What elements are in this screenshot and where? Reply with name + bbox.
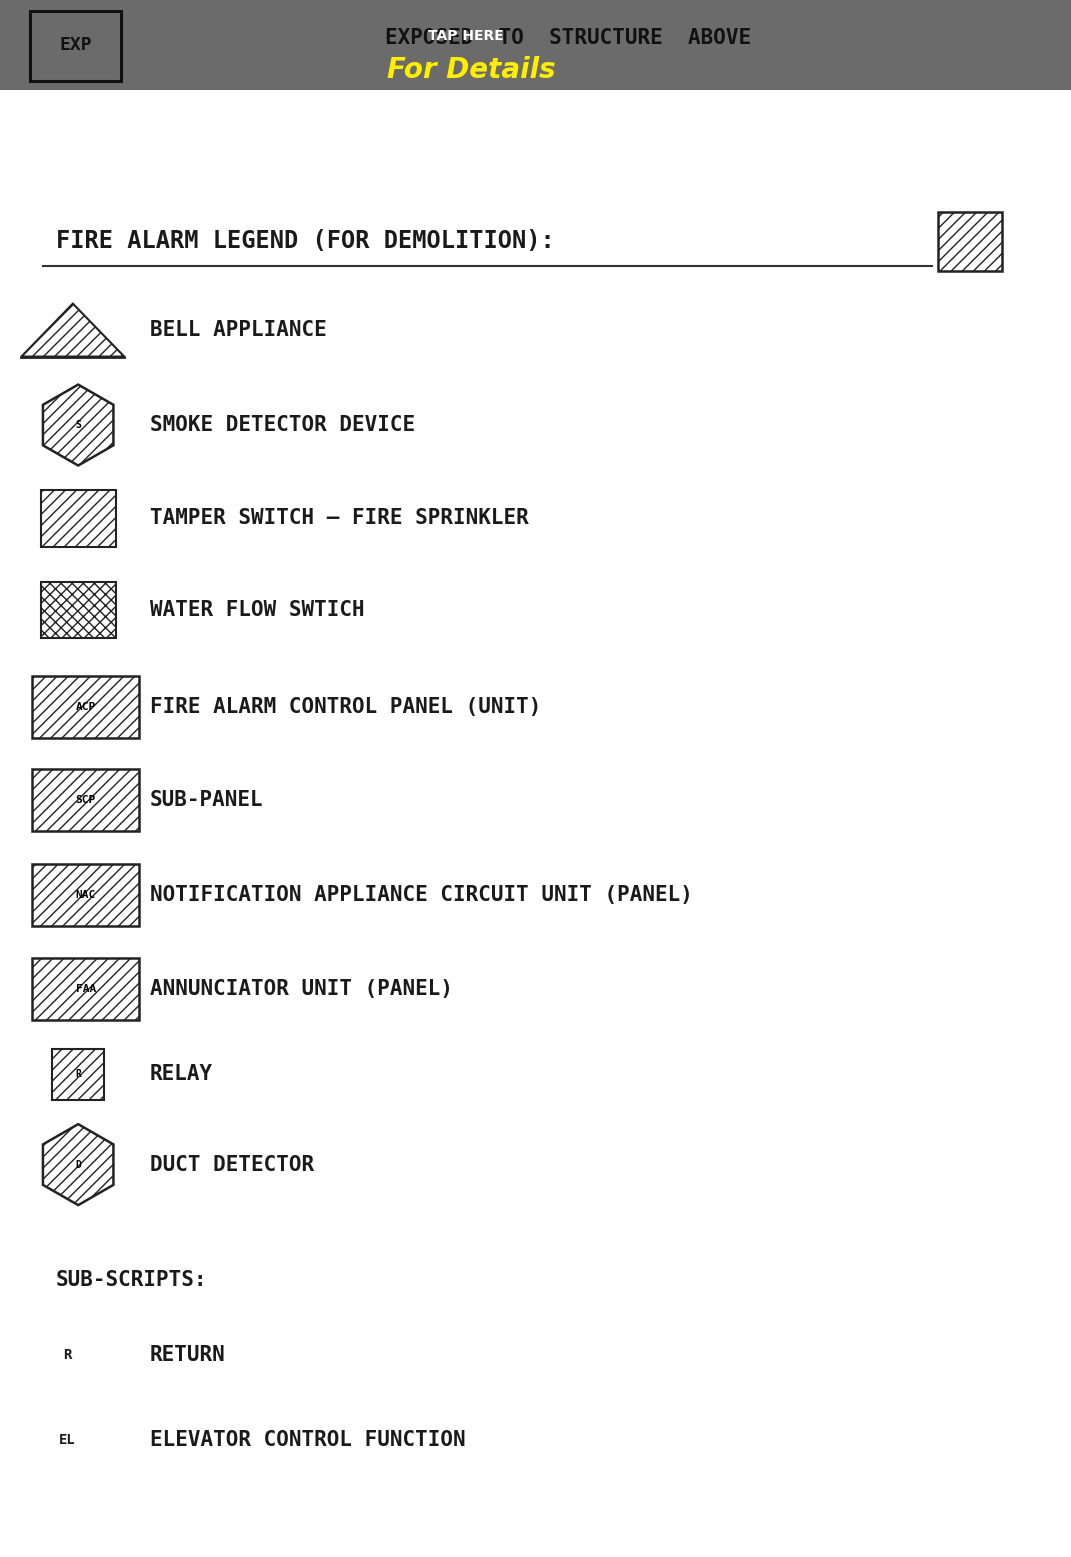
Text: FIRE ALARM LEGEND (FOR DEMOLITION):: FIRE ALARM LEGEND (FOR DEMOLITION): xyxy=(56,229,555,254)
Bar xyxy=(32,676,139,738)
Text: NOTIFICATION APPLIANCE CIRCUIT UNIT (PANEL): NOTIFICATION APPLIANCE CIRCUIT UNIT (PAN… xyxy=(150,886,693,905)
Polygon shape xyxy=(43,385,114,466)
Text: EL: EL xyxy=(59,1434,76,1446)
Text: SUB-SCRIPTS:: SUB-SCRIPTS: xyxy=(56,1271,207,1289)
Text: WATER FLOW SWTICH: WATER FLOW SWTICH xyxy=(150,601,364,620)
Text: TAP HERE: TAP HERE xyxy=(428,30,503,44)
Polygon shape xyxy=(21,304,124,357)
Text: EXP: EXP xyxy=(59,36,92,54)
Bar xyxy=(0,0,1071,90)
Text: SMOKE DETECTOR DEVICE: SMOKE DETECTOR DEVICE xyxy=(150,416,416,434)
Text: FIRE ALARM CONTROL PANEL (UNIT): FIRE ALARM CONTROL PANEL (UNIT) xyxy=(150,698,541,716)
Text: RETURN: RETURN xyxy=(150,1345,226,1364)
Text: NAC: NAC xyxy=(76,891,95,900)
Bar xyxy=(32,864,139,926)
Bar xyxy=(41,490,116,547)
Polygon shape xyxy=(43,1124,114,1205)
Text: DUCT DETECTOR: DUCT DETECTOR xyxy=(150,1155,314,1174)
Text: SUB-PANEL: SUB-PANEL xyxy=(150,791,263,810)
Text: ACP: ACP xyxy=(76,702,95,712)
Text: For Details: For Details xyxy=(387,56,556,84)
Text: ANNUNCIATOR UNIT (PANEL): ANNUNCIATOR UNIT (PANEL) xyxy=(150,979,453,998)
Text: R: R xyxy=(75,1070,81,1079)
Text: RELAY: RELAY xyxy=(150,1065,213,1084)
Bar xyxy=(30,11,121,81)
Text: TAMPER SWITCH – FIRE SPRINKLER: TAMPER SWITCH – FIRE SPRINKLER xyxy=(150,509,529,528)
Text: SCP: SCP xyxy=(76,796,95,805)
Text: S: S xyxy=(75,420,81,430)
Bar xyxy=(52,1049,105,1099)
Bar xyxy=(938,212,1002,271)
Text: ELEVATOR CONTROL FUNCTION: ELEVATOR CONTROL FUNCTION xyxy=(150,1431,466,1450)
Bar xyxy=(32,958,139,1020)
Text: FAA: FAA xyxy=(76,984,95,993)
Text: D: D xyxy=(75,1160,81,1169)
Text: R: R xyxy=(63,1348,72,1361)
Bar xyxy=(32,769,139,831)
Text: BELL APPLIANCE: BELL APPLIANCE xyxy=(150,321,327,339)
Text: EXPOSED  TO  STRUCTURE  ABOVE: EXPOSED TO STRUCTURE ABOVE xyxy=(384,28,751,48)
Bar xyxy=(41,582,116,638)
